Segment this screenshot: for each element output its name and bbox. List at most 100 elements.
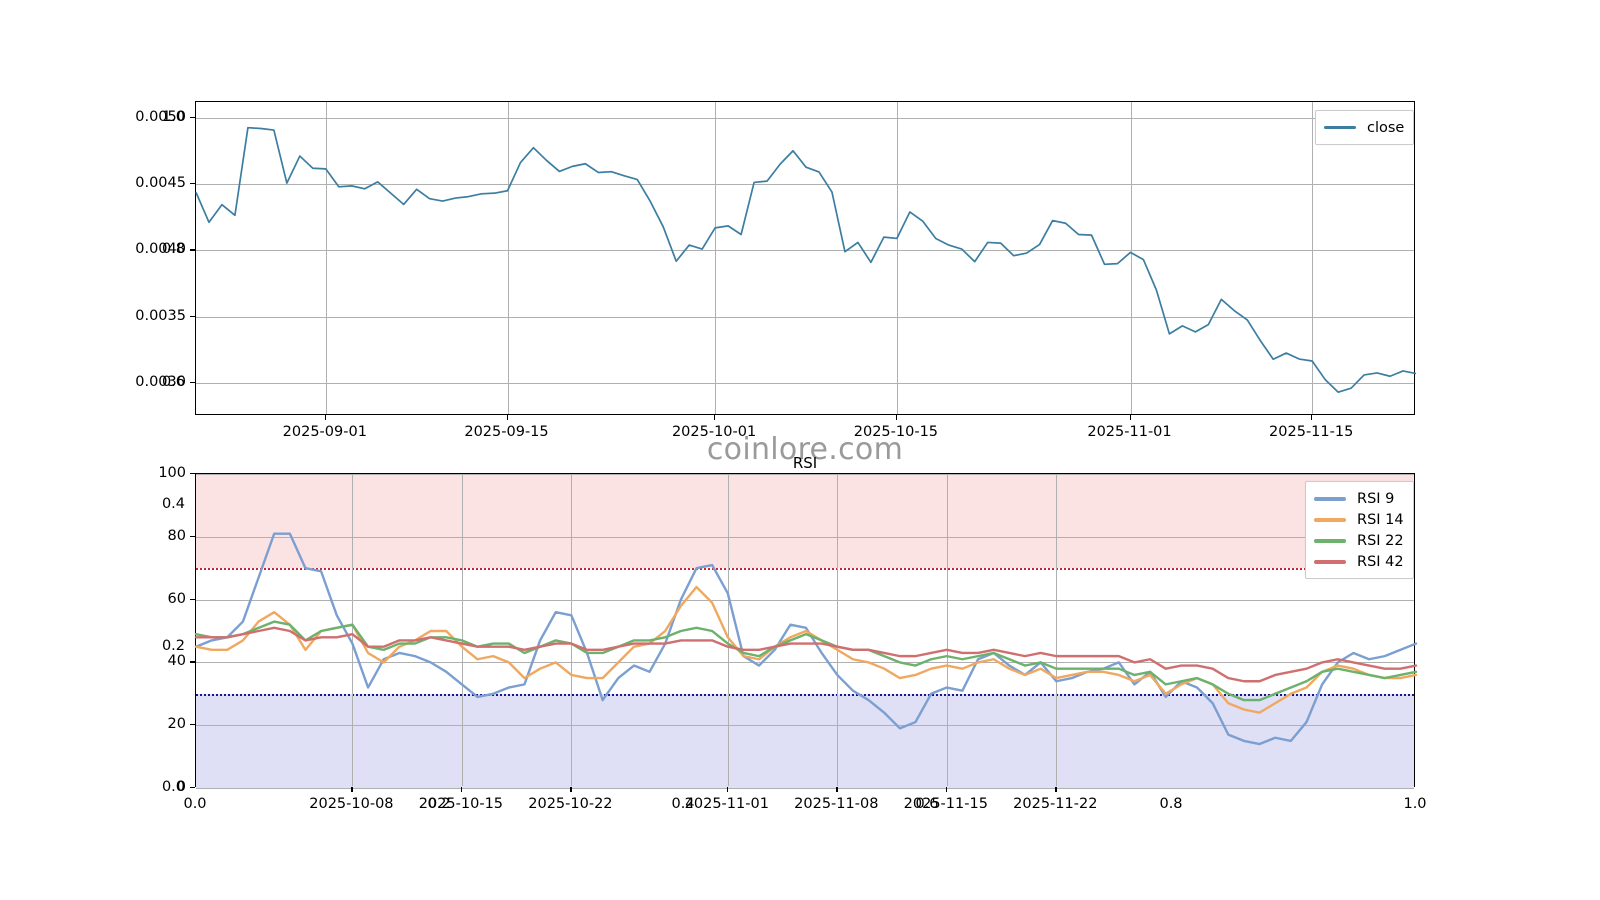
rsi-gridline-v <box>946 474 948 786</box>
rsi-x-overlay-tick-label: 0.2 <box>427 796 451 812</box>
price-y-overlay-tick-label: 0.6 <box>161 373 185 390</box>
legend-item-close[interactable]: close <box>1324 117 1404 138</box>
price-y-tick-label: 0.0045 <box>135 174 186 191</box>
rsi-y-overlay-tick-label: 0.2 <box>161 637 185 654</box>
legend-label: close <box>1367 119 1405 136</box>
rsi-x-tickmark <box>726 787 729 792</box>
rsi-gridline-v <box>1056 474 1058 786</box>
rsi-y-tickmark <box>190 473 195 475</box>
rsi-gridline-v <box>352 474 354 786</box>
rsi-chart-axes <box>194 473 1418 789</box>
price-gridline-v <box>896 102 898 414</box>
rsi-line-rsi-9 <box>194 532 1418 746</box>
rsi-x-tickmark <box>1055 787 1057 792</box>
price-gridline-v <box>715 102 717 414</box>
price-x-tick-label: 2025-10-01 <box>671 424 757 440</box>
legend-swatch-icon <box>1314 559 1346 564</box>
rsi-y-tick-label: 40 <box>167 653 186 670</box>
oversold-band <box>196 693 1414 788</box>
rsi-x-tickmark <box>945 787 948 792</box>
rsi-x-overlay-tick-label: 0.4 <box>671 796 695 812</box>
rsi-x-tick-label: 2025-10-22 <box>528 796 613 812</box>
legend-swatch-icon <box>1314 496 1346 501</box>
rsi-gridline-h <box>196 599 1414 601</box>
price-chart-legend[interactable]: close <box>1315 110 1415 145</box>
rsi-x-tickmark <box>460 787 463 792</box>
price-gridline-v <box>1312 102 1314 414</box>
price-x-tickmark <box>324 415 327 420</box>
price-x-tickmark <box>895 415 898 420</box>
legend-label: RSI 9 <box>1357 490 1395 507</box>
price-x-tickmark <box>506 415 508 420</box>
price-y-overlay-tick-label: 0.8 <box>161 241 185 258</box>
rsi-line-series-group <box>194 532 1418 746</box>
rsi-y-tick-label: 100 <box>158 464 186 481</box>
price-x-tick-label: 2025-10-15 <box>853 424 939 440</box>
rsi-x-overlay-tick-label: 0.6 <box>915 796 939 812</box>
rsi-line-rsi-42 <box>194 626 1418 683</box>
rsi-panel-title: RSI <box>792 454 818 472</box>
legend-item-rsi-9[interactable]: RSI 9 <box>1314 488 1404 509</box>
rsi-y-tickmark <box>190 661 195 663</box>
legend-item-rsi-14[interactable]: RSI 14 <box>1314 509 1404 530</box>
watermark: coinlore.com <box>706 432 904 467</box>
rsi-x-tickmark <box>570 787 572 792</box>
rsi-y-tick-label: 60 <box>167 590 186 607</box>
legend-item-rsi-22[interactable]: RSI 22 <box>1314 530 1404 551</box>
rsi-y-overlay-tick-label: 0.0 <box>161 778 185 795</box>
price-y-tickmark <box>190 381 195 384</box>
rsi-x-tickmark <box>836 787 838 792</box>
price-x-tickmark <box>1311 415 1313 420</box>
rsi-gridline-v <box>727 474 729 786</box>
legend-swatch-icon <box>1324 126 1356 129</box>
rsi-x-tick-label: 2025-10-15 <box>418 796 504 812</box>
rsi-x-tickmark <box>351 787 353 792</box>
price-gridline-h <box>196 382 1414 384</box>
price-y-tick-label: 0.0030 <box>135 373 186 390</box>
rsi-gridline-v <box>461 474 463 786</box>
close-price-line <box>195 126 1417 393</box>
price-x-tick-label: 2025-09-01 <box>282 424 367 440</box>
rsi-x-tick-label: 2025-11-22 <box>1013 796 1098 812</box>
rsi-y-tick-label: 0 <box>176 778 186 795</box>
price-y-tickmark <box>190 183 195 185</box>
rsi-gridline-h <box>196 662 1414 664</box>
price-x-tickmark <box>1129 415 1131 420</box>
rsi-y-tickmark <box>190 535 195 538</box>
rsi-x-overlay-tick-label: 1.0 <box>1403 796 1427 812</box>
legend-swatch-icon <box>1314 517 1346 522</box>
price-x-tick-label: 2025-11-01 <box>1087 424 1172 440</box>
rsi-y-tickmark <box>190 787 195 789</box>
rsi-gridline-h <box>196 474 1414 475</box>
rsi-x-tick-label: 2025-10-08 <box>309 796 394 812</box>
rsi-gridline-h <box>196 725 1414 727</box>
rsi-y-tick-label: 20 <box>167 715 186 732</box>
price-chart-axes <box>195 101 1417 415</box>
price-gridline-v <box>325 102 327 414</box>
rsi-gridline-v <box>837 474 839 786</box>
price-x-tick-label: 2025-11-15 <box>1269 424 1354 440</box>
rsi-line-rsi-22 <box>194 620 1418 702</box>
price-y-tickmark <box>190 116 195 119</box>
price-gridline-h <box>196 316 1414 318</box>
rsi-chart-legend[interactable]: RSI 9 RSI 14 RSI 22 RSI 42 <box>1305 481 1414 579</box>
overbought-band <box>196 474 1414 569</box>
price-gridline-h <box>196 184 1414 186</box>
price-y-tickmark <box>190 315 195 317</box>
rsi-gridline-h <box>196 788 1414 789</box>
price-gridline-v <box>1130 102 1132 414</box>
legend-item-rsi-42[interactable]: RSI 42 <box>1314 551 1404 572</box>
price-gridline-h <box>196 250 1414 252</box>
overbought-threshold-line <box>196 568 1414 571</box>
price-y-tick-label: 0.0050 <box>135 108 186 125</box>
rsi-y-overlay-tick-label: 0.4 <box>161 496 185 513</box>
legend-label: RSI 22 <box>1357 532 1404 549</box>
legend-label: RSI 42 <box>1357 553 1404 570</box>
price-gridline-h <box>196 117 1414 119</box>
rsi-x-overlay-tick-label: 0.0 <box>183 796 207 812</box>
price-y-tickmark <box>190 249 195 251</box>
rsi-y-tickmark <box>190 598 195 600</box>
price-x-tick-label: 2025-09-15 <box>464 424 549 440</box>
price-y-tick-label: 0.0040 <box>135 241 186 258</box>
